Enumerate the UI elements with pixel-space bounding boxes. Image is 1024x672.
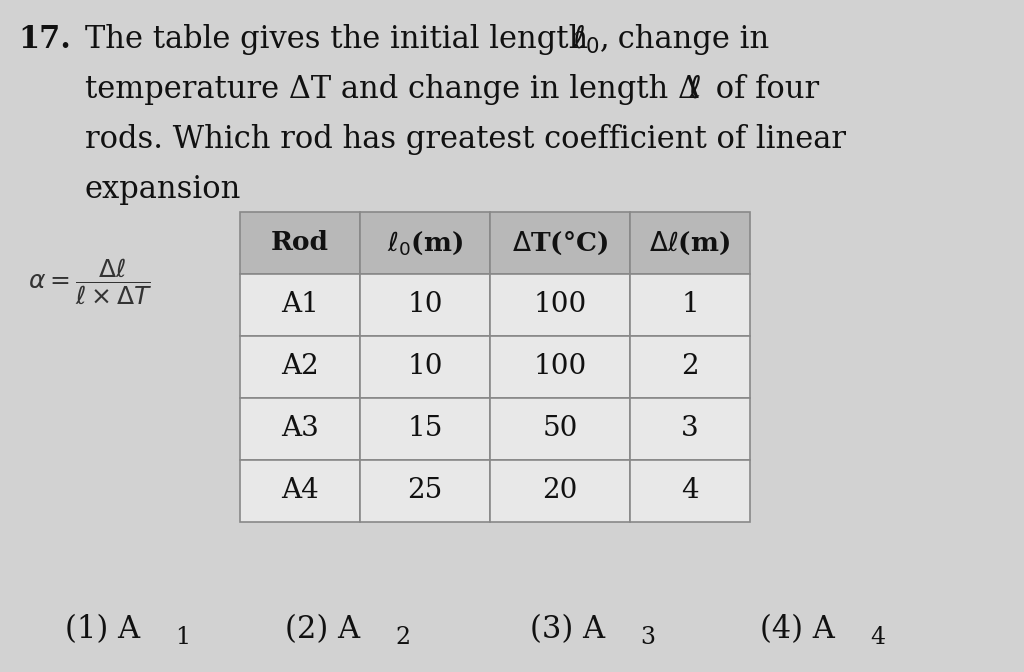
Text: 1: 1 (175, 626, 190, 650)
Text: 10: 10 (408, 353, 442, 380)
Text: 20: 20 (543, 478, 578, 505)
Bar (240, 274, 360, 336)
Bar (240, 212, 360, 274)
Text: 4: 4 (681, 478, 698, 505)
Text: 2: 2 (681, 353, 698, 380)
Text: The table gives the initial length: The table gives the initial length (85, 24, 598, 55)
Bar (360, 398, 490, 460)
Bar (360, 212, 490, 274)
Text: Rod: Rod (271, 230, 329, 255)
Bar (360, 460, 490, 522)
Text: 10: 10 (408, 292, 442, 319)
Text: 1: 1 (681, 292, 698, 319)
Bar (490, 460, 630, 522)
Bar (490, 398, 630, 460)
Bar (630, 212, 750, 274)
Bar (360, 336, 490, 398)
Bar (630, 336, 750, 398)
Text: temperature ΔT and change in length Δ: temperature ΔT and change in length Δ (85, 74, 700, 105)
Text: (1) A: (1) A (65, 614, 140, 646)
Bar (490, 212, 630, 274)
Text: A2: A2 (282, 353, 318, 380)
Text: $\ell_0$(m): $\ell_0$(m) (387, 229, 463, 257)
Bar (630, 460, 750, 522)
Bar (240, 460, 360, 522)
Text: 2: 2 (395, 626, 411, 650)
Bar (630, 274, 750, 336)
Text: 17.: 17. (18, 24, 71, 55)
Text: $\ell$: $\ell$ (688, 74, 701, 105)
Text: 25: 25 (408, 478, 442, 505)
Text: expansion: expansion (85, 174, 242, 205)
Bar (490, 336, 630, 398)
Bar (490, 274, 630, 336)
Text: 3: 3 (681, 415, 698, 442)
Text: $\Delta\ell$(m): $\Delta\ell$(m) (649, 229, 730, 257)
Text: change in: change in (608, 24, 769, 55)
Text: (3) A: (3) A (530, 614, 605, 646)
Text: $\ell_0$,: $\ell_0$, (572, 24, 608, 56)
Text: of four: of four (706, 74, 819, 105)
Text: 4: 4 (870, 626, 885, 650)
Text: 50: 50 (543, 415, 578, 442)
Text: 100: 100 (534, 353, 587, 380)
Text: (4) A: (4) A (760, 614, 835, 646)
Text: A1: A1 (281, 292, 318, 319)
Text: rods. Which rod has greatest coefficient of linear: rods. Which rod has greatest coefficient… (85, 124, 846, 155)
Text: $\Delta$T(°C): $\Delta$T(°C) (512, 229, 608, 257)
Text: A3: A3 (282, 415, 318, 442)
Bar (240, 398, 360, 460)
Text: $\alpha = \dfrac{\Delta\ell}{\ell \times \Delta T}$: $\alpha = \dfrac{\Delta\ell}{\ell \times… (28, 257, 153, 307)
Bar (240, 336, 360, 398)
Text: (2) A: (2) A (285, 614, 360, 646)
Text: A4: A4 (282, 478, 318, 505)
Text: 15: 15 (408, 415, 442, 442)
Text: 100: 100 (534, 292, 587, 319)
Bar (360, 274, 490, 336)
Text: 3: 3 (640, 626, 655, 650)
Bar (630, 398, 750, 460)
